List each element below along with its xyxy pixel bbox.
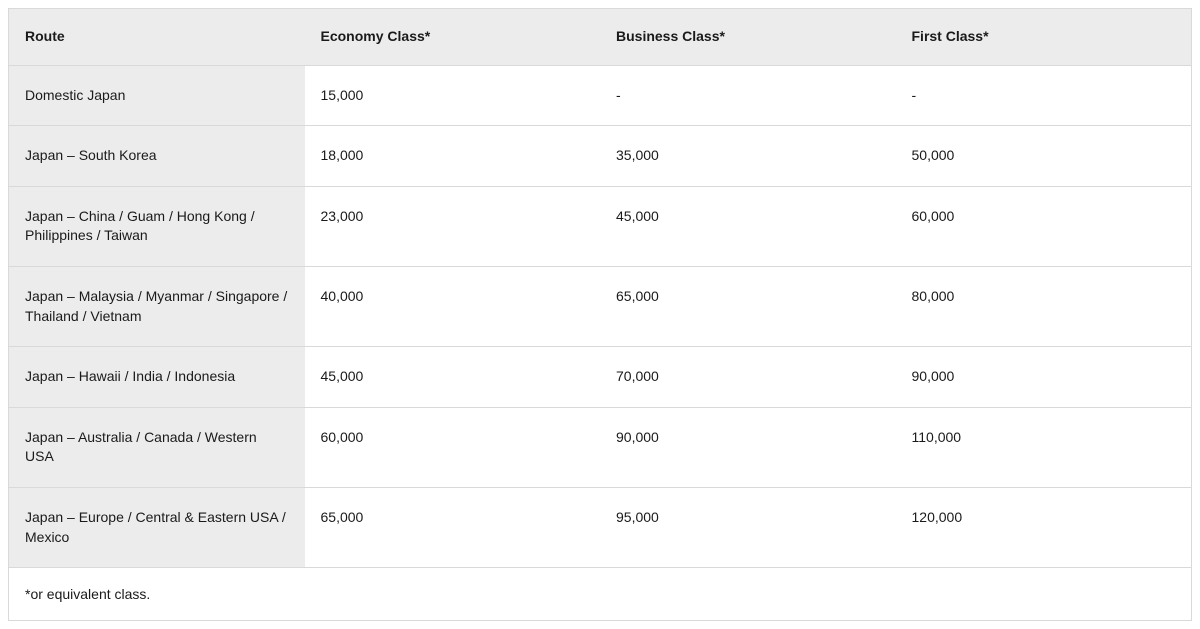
table-row: Japan – South Korea 18,000 35,000 50,000	[9, 126, 1191, 187]
cell-first: 110,000	[896, 407, 1192, 487]
cell-business: 35,000	[600, 126, 896, 187]
award-chart-table-wrapper: Route Economy Class* Business Class* Fir…	[8, 8, 1192, 621]
cell-economy: 40,000	[305, 266, 601, 346]
cell-route: Japan – Europe / Central & Eastern USA /…	[9, 487, 305, 567]
col-header-business: Business Class*	[600, 9, 896, 65]
award-chart-table: Route Economy Class* Business Class* Fir…	[9, 9, 1191, 568]
cell-economy: 18,000	[305, 126, 601, 187]
cell-route: Japan – Malaysia / Myanmar / Singapore /…	[9, 266, 305, 346]
cell-first: 120,000	[896, 487, 1192, 567]
cell-route: Domestic Japan	[9, 65, 305, 126]
table-row: Japan – Australia / Canada / Western USA…	[9, 407, 1191, 487]
cell-route: Japan – South Korea	[9, 126, 305, 187]
cell-first: -	[896, 65, 1192, 126]
col-header-route: Route	[9, 9, 305, 65]
cell-business: 90,000	[600, 407, 896, 487]
cell-economy: 65,000	[305, 487, 601, 567]
table-row: Japan – Europe / Central & Eastern USA /…	[9, 487, 1191, 567]
table-header-row: Route Economy Class* Business Class* Fir…	[9, 9, 1191, 65]
cell-business: 65,000	[600, 266, 896, 346]
table-row: Domestic Japan 15,000 - -	[9, 65, 1191, 126]
cell-business: 95,000	[600, 487, 896, 567]
cell-economy: 60,000	[305, 407, 601, 487]
cell-economy: 23,000	[305, 186, 601, 266]
cell-economy: 15,000	[305, 65, 601, 126]
table-row: Japan – China / Guam / Hong Kong / Phili…	[9, 186, 1191, 266]
cell-economy: 45,000	[305, 347, 601, 408]
cell-first: 60,000	[896, 186, 1192, 266]
cell-first: 80,000	[896, 266, 1192, 346]
table-footnote: *or equivalent class.	[9, 568, 1191, 620]
table-row: Japan – Hawaii / India / Indonesia 45,00…	[9, 347, 1191, 408]
table-row: Japan – Malaysia / Myanmar / Singapore /…	[9, 266, 1191, 346]
cell-first: 90,000	[896, 347, 1192, 408]
cell-business: -	[600, 65, 896, 126]
col-header-first: First Class*	[896, 9, 1192, 65]
col-header-economy: Economy Class*	[305, 9, 601, 65]
cell-route: Japan – China / Guam / Hong Kong / Phili…	[9, 186, 305, 266]
cell-route: Japan – Australia / Canada / Western USA	[9, 407, 305, 487]
cell-business: 70,000	[600, 347, 896, 408]
cell-first: 50,000	[896, 126, 1192, 187]
cell-route: Japan – Hawaii / India / Indonesia	[9, 347, 305, 408]
cell-business: 45,000	[600, 186, 896, 266]
